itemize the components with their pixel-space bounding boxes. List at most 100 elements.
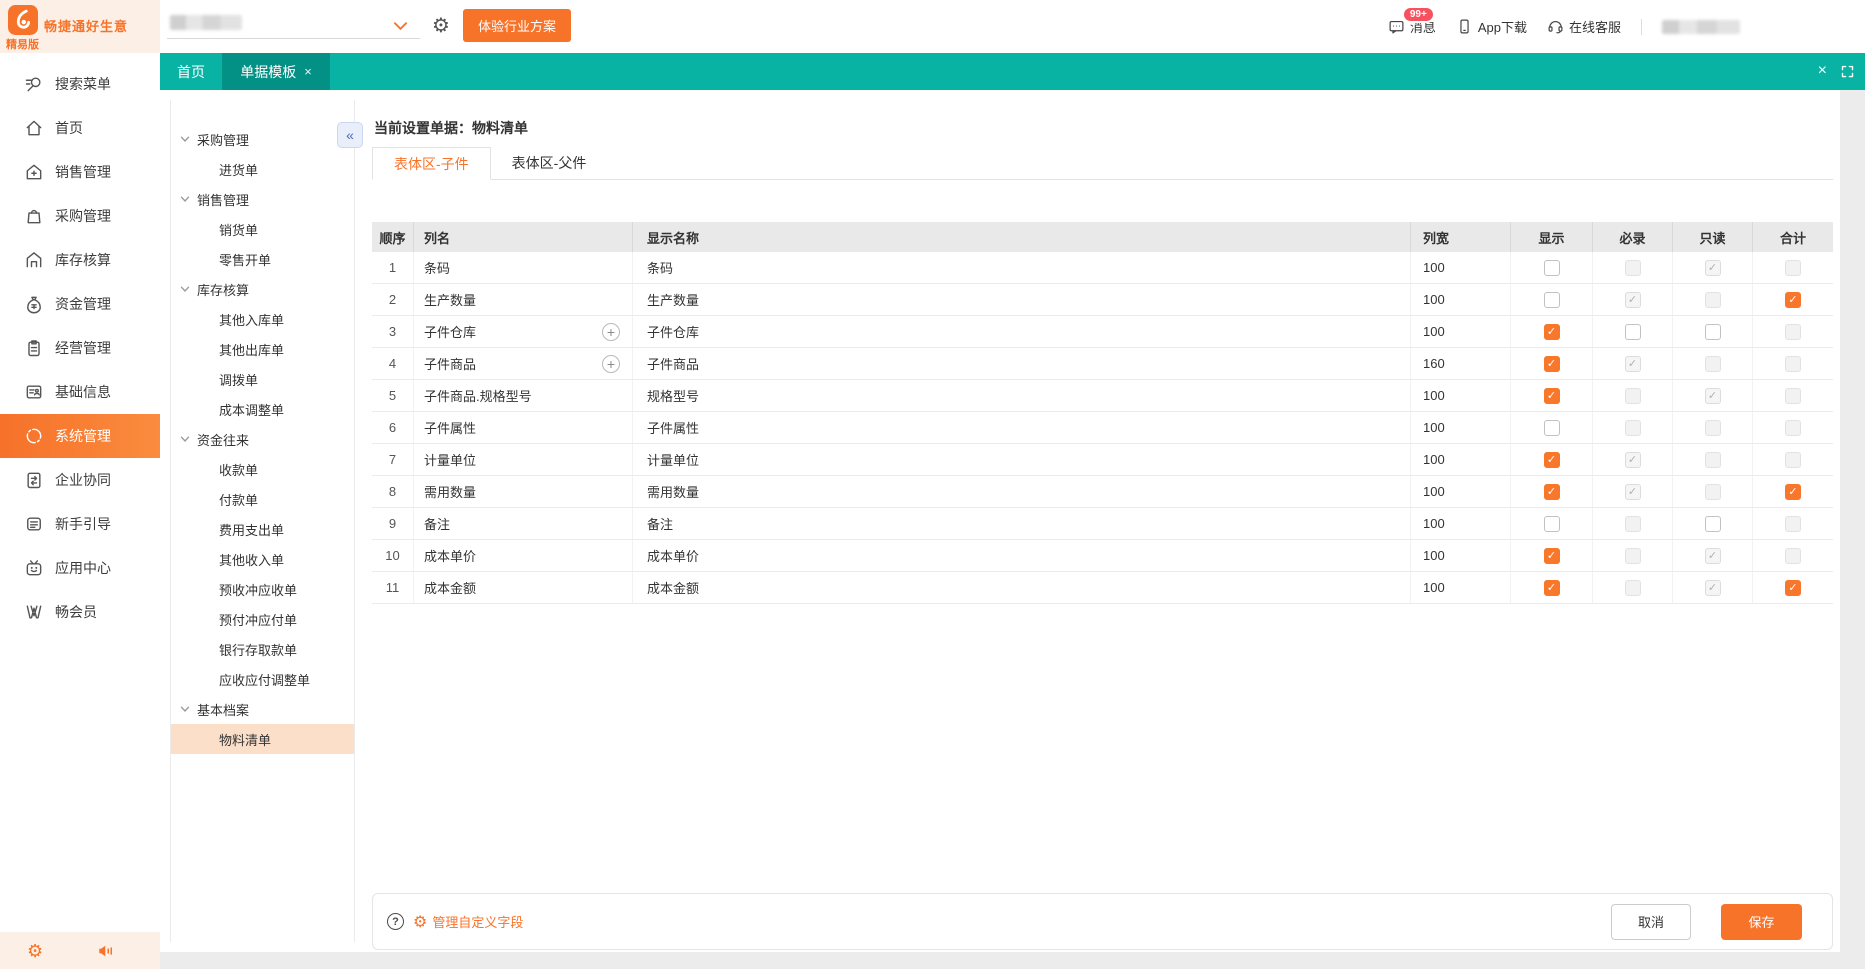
tab-body-parent[interactable]: 表体区-父件 xyxy=(511,155,587,171)
cell-width: 160 xyxy=(1410,348,1510,379)
messages-item[interactable]: 消息 99+ xyxy=(1388,6,1436,36)
checkbox-required[interactable] xyxy=(1624,323,1641,340)
checkbox-total[interactable] xyxy=(1785,291,1801,308)
checkbox-show[interactable] xyxy=(1543,387,1560,404)
checkbox-show[interactable] xyxy=(1543,579,1560,596)
tree-item[interactable]: 应收应付调整单 xyxy=(219,672,311,688)
sidebar-item-label: 销售管理 xyxy=(55,164,111,180)
checkbox-readonly[interactable] xyxy=(1704,323,1721,340)
checkbox-total xyxy=(1785,419,1801,436)
tree-item[interactable]: 调拨单 xyxy=(219,372,259,388)
org-select-redacted[interactable] xyxy=(170,15,242,30)
cell-total xyxy=(1752,316,1833,347)
sidebar-item-purchase[interactable]: 采购管理 xyxy=(0,194,160,238)
checkbox-required xyxy=(1624,483,1641,500)
checkbox-required xyxy=(1624,515,1641,532)
voice-broadcast-icon[interactable] xyxy=(97,942,115,960)
add-circle-icon[interactable]: + xyxy=(602,322,620,341)
checkbox-required xyxy=(1624,355,1641,372)
checkbox-show[interactable] xyxy=(1543,419,1560,436)
tab-home[interactable]: 首页 xyxy=(177,63,205,80)
user-account-redacted[interactable] xyxy=(1662,19,1740,34)
cell-seq: 9 xyxy=(388,516,397,531)
checkbox-show[interactable] xyxy=(1543,451,1560,468)
sidebar-item-system[interactable]: 系统管理 xyxy=(0,414,160,458)
experience-plan-button[interactable]: 体验行业方案 xyxy=(463,9,572,42)
tab-body-child[interactable]: 表体区-子件 xyxy=(372,147,491,180)
tree-item[interactable]: 销货单 xyxy=(219,222,259,238)
cancel-button[interactable]: 取消 xyxy=(1611,903,1691,940)
sidebar-item-guide[interactable]: 新手引导 xyxy=(0,502,160,546)
sidebar-item-home[interactable]: 首页 xyxy=(0,106,160,150)
tree-group[interactable]: 资金往来 xyxy=(171,424,354,454)
tree-item[interactable]: 成本调整单 xyxy=(219,402,285,418)
tab-document-template[interactable]: 单据模板 × xyxy=(222,53,330,90)
tree-item[interactable]: 其他出库单 xyxy=(219,342,285,358)
tree-group[interactable]: 库存核算 xyxy=(171,274,354,304)
settings-gear-icon[interactable]: ⚙ xyxy=(27,940,44,961)
tree-item[interactable]: 其他入库单 xyxy=(219,312,285,328)
tree-item[interactable]: 零售开单 xyxy=(219,252,272,268)
custom-fields-gear-icon[interactable]: ⚙ xyxy=(413,913,428,931)
tab-close-icon[interactable]: × xyxy=(304,64,312,79)
collapse-panel-icon[interactable]: « xyxy=(337,122,363,148)
fullscreen-icon[interactable] xyxy=(1840,64,1855,79)
add-circle-icon[interactable]: + xyxy=(602,354,620,373)
checkbox-show[interactable] xyxy=(1543,291,1560,308)
sidebar-item-funds[interactable]: 资金管理 xyxy=(0,282,160,326)
sidebar-item-member[interactable]: 畅会员 xyxy=(0,590,160,634)
checkbox-show[interactable] xyxy=(1543,323,1560,340)
checkbox-show[interactable] xyxy=(1543,259,1560,276)
col-header-name: 列名 xyxy=(413,222,632,252)
cell-total xyxy=(1752,572,1833,603)
cell-show xyxy=(1510,252,1592,283)
system-icon xyxy=(24,426,44,446)
sidebar-item-info[interactable]: 基础信息 xyxy=(0,370,160,414)
tree-item[interactable]: 进货单 xyxy=(219,162,259,178)
app-download-item[interactable]: App下载 xyxy=(1456,17,1527,36)
checkbox-readonly[interactable] xyxy=(1704,515,1721,532)
tree-group[interactable]: 销售管理 xyxy=(171,184,354,214)
tree-item[interactable]: 物料清单 xyxy=(171,724,354,754)
tree-item[interactable]: 其他收入单 xyxy=(219,552,285,568)
chevron-down-icon[interactable] xyxy=(393,20,408,32)
col-header-display-name: 显示名称 xyxy=(632,222,1410,252)
close-all-icon[interactable]: × xyxy=(1817,62,1827,79)
cell-display-name: 备注 xyxy=(632,508,1410,539)
sidebar-item-search[interactable]: 搜索菜单 xyxy=(0,62,160,106)
tree-item[interactable]: 费用支出单 xyxy=(219,522,285,538)
sidebar-item-apps[interactable]: 应用中心 xyxy=(0,546,160,590)
manage-custom-fields-link[interactable]: 管理自定义字段 xyxy=(432,915,524,930)
sidebar-item-inventory[interactable]: 库存核算 xyxy=(0,238,160,282)
tree-group[interactable]: 基本档案 xyxy=(171,694,354,724)
tree-item[interactable]: 付款单 xyxy=(219,492,259,508)
checkbox-show[interactable] xyxy=(1543,547,1560,564)
cell-seq: 2 xyxy=(388,292,397,307)
checkbox-total[interactable] xyxy=(1785,579,1801,596)
help-icon[interactable]: ? xyxy=(387,913,404,930)
sidebar-item-collab[interactable]: 企业协同 xyxy=(0,458,160,502)
checkbox-show[interactable] xyxy=(1543,483,1560,500)
sidebar-item-label: 畅会员 xyxy=(55,604,97,620)
save-button[interactable]: 保存 xyxy=(1721,903,1802,940)
cell-column-name: 子件仓库 + xyxy=(413,316,632,347)
online-support-item[interactable]: 在线客服 xyxy=(1547,17,1621,36)
online-support-label: 在线客服 xyxy=(1568,20,1621,35)
checkbox-total xyxy=(1785,323,1801,340)
tree-item[interactable]: 预付冲应付单 xyxy=(219,612,298,628)
cell-display-name: 条码 xyxy=(632,252,1410,283)
checkbox-total xyxy=(1785,355,1801,372)
checkbox-show[interactable] xyxy=(1543,515,1560,532)
checkbox-total[interactable] xyxy=(1785,483,1801,500)
tree-item[interactable]: 银行存取款单 xyxy=(219,642,298,658)
tree-item[interactable]: 收款单 xyxy=(219,462,259,478)
tree-item[interactable]: 预收冲应收单 xyxy=(219,582,298,598)
main-panel: 当前设置单据：物料清单 表体区-子件 表体区-父件 顺序 列名 显示名称 列宽 … xyxy=(372,90,1833,952)
checkbox-total xyxy=(1785,259,1801,276)
brand-name: 畅捷通好生意 xyxy=(44,19,129,34)
checkbox-show[interactable] xyxy=(1543,355,1560,372)
tree-group[interactable]: 采购管理 xyxy=(171,124,354,154)
sidebar-item-sales[interactable]: 销售管理 xyxy=(0,150,160,194)
sidebar-item-business[interactable]: 经营管理 xyxy=(0,326,160,370)
org-settings-gear-icon[interactable]: ⚙ xyxy=(432,15,450,37)
